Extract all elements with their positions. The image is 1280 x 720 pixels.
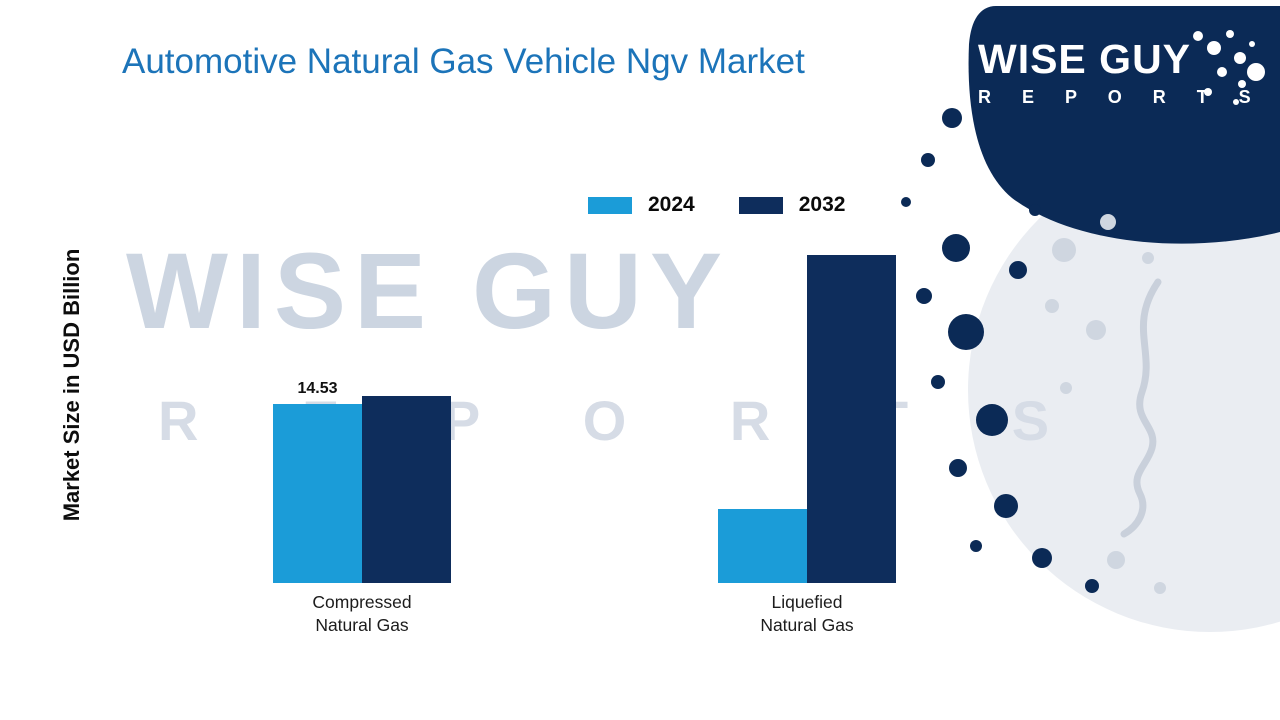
legend-label-2032: 2032 — [798, 193, 846, 216]
legend-item-2024: 2024 — [588, 193, 695, 217]
legend-swatch-2032 — [738, 196, 783, 214]
logo-wiseguy-text: WISE GUY — [978, 36, 1192, 82]
bar-cng-2032 — [362, 396, 451, 583]
wiseguy-logo: WISE GUY R E P O R T S — [978, 36, 1264, 108]
bar-lng-2024 — [718, 509, 807, 583]
face-silhouette-icon — [968, 148, 1280, 632]
page-title: Automotive Natural Gas Vehicle Ngv Marke… — [122, 42, 805, 81]
logo-head-dots-icon — [1193, 30, 1265, 105]
value-label-cng-2024: 14.53 — [297, 380, 338, 397]
dots-pattern-light-icon — [1045, 214, 1166, 594]
category-label-liquefied-natural-gas: Liquefied Natural Gas — [760, 592, 854, 636]
bar-cng-2024 — [273, 404, 362, 583]
category-label-compressed-natural-gas: Compressed Natural Gas — [312, 592, 412, 636]
legend-swatch-2024 — [588, 196, 632, 214]
bar-group-compressed-natural-gas: 14.53 Compressed Natural Gas — [273, 200, 451, 635]
legend-label-2024: 2024 — [648, 193, 695, 216]
bar-group-liquefied-natural-gas: Liquefied Natural Gas — [718, 200, 896, 635]
y-axis-label: Market Size in USD Billion — [59, 248, 84, 522]
dots-pattern-icon — [901, 108, 1099, 593]
logo-reports-text: R E P O R T S — [978, 87, 1264, 108]
watermark-wiseguy: WISE GUY — [126, 230, 731, 351]
logo-navy-blob — [968, 6, 1280, 244]
chart-legend: 2024 2032 — [588, 193, 845, 217]
bar-lng-2032 — [807, 255, 896, 583]
legend-item-2032: 2032 — [738, 193, 846, 217]
